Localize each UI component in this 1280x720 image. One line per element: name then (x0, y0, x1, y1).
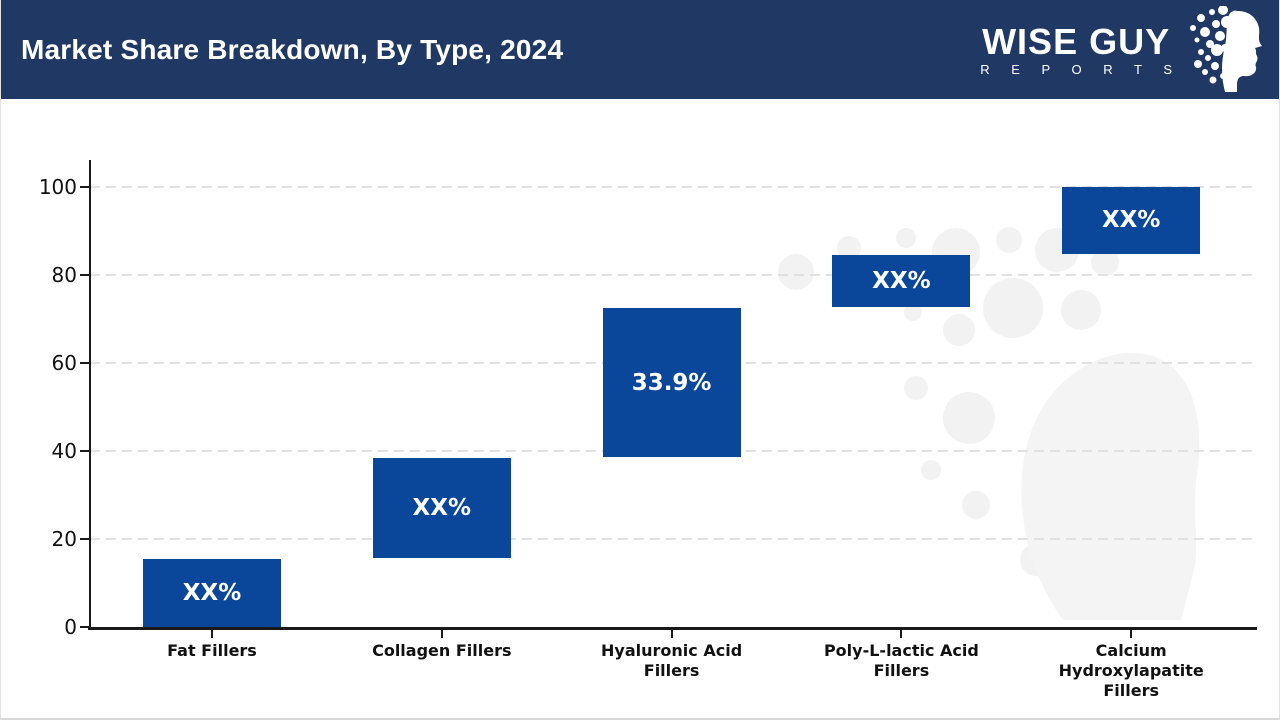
logo: WISE GUY R E P O R T S (971, 0, 1271, 99)
x-category-label: Fat Fillers (167, 641, 257, 660)
x-tick-mark (440, 630, 443, 638)
y-tick-mark (80, 186, 89, 188)
header-bar: Market Share Breakdown, By Type, 2024 WI… (1, 0, 1279, 99)
bar: XX% (372, 458, 511, 558)
bar-value-label: XX% (872, 267, 931, 294)
y-tick-label: 100 (38, 175, 77, 199)
bar-value-label: XX% (412, 494, 472, 521)
x-category-label: Poly-L-lactic Acid Fillers (823, 641, 979, 680)
x-tick-mark (900, 630, 903, 638)
x-category-label: Hyaluronic Acid Fillers (601, 641, 743, 680)
gridline (90, 186, 1257, 188)
gridline (90, 538, 1257, 540)
y-tick-label: 60 (51, 351, 77, 375)
x-axis (88, 627, 1257, 630)
y-tick-label: 0 (64, 615, 77, 639)
bar-value-label: 33.9% (631, 369, 712, 396)
gridline (90, 274, 1257, 276)
bar: XX% (832, 254, 971, 308)
y-tick-mark (80, 362, 89, 364)
x-category-label: Collagen Fillers (372, 641, 512, 660)
bar: 33.9% (602, 308, 741, 458)
bar-value-label: XX% (1101, 207, 1161, 234)
x-tick-mark (211, 630, 213, 638)
x-tick-mark (670, 630, 673, 638)
logo-face-icon (1190, 5, 1262, 92)
bar-value-label: XX% (182, 579, 242, 606)
bar: XX% (143, 558, 281, 627)
y-tick-mark (80, 538, 89, 540)
y-tick-mark (80, 626, 89, 628)
y-tick-label: 40 (51, 439, 77, 463)
y-axis (89, 160, 91, 628)
bar: XX% (1062, 187, 1201, 254)
page-title: Market Share Breakdown, By Type, 2024 (21, 33, 564, 65)
logo-subtitle: R E P O R T S (980, 61, 1181, 77)
y-tick-label: 80 (51, 263, 77, 287)
y-tick-mark (80, 450, 89, 452)
y-tick-mark (80, 274, 89, 276)
x-category-label: Calcium Hydroxylapatite Fillers (1058, 641, 1204, 700)
logo-text: WISE GUY R E P O R T S (971, 20, 1181, 77)
x-tick-mark (1130, 630, 1133, 638)
logo-wordmark: WISE GUY (982, 20, 1171, 62)
y-tick-label: 20 (51, 527, 77, 551)
